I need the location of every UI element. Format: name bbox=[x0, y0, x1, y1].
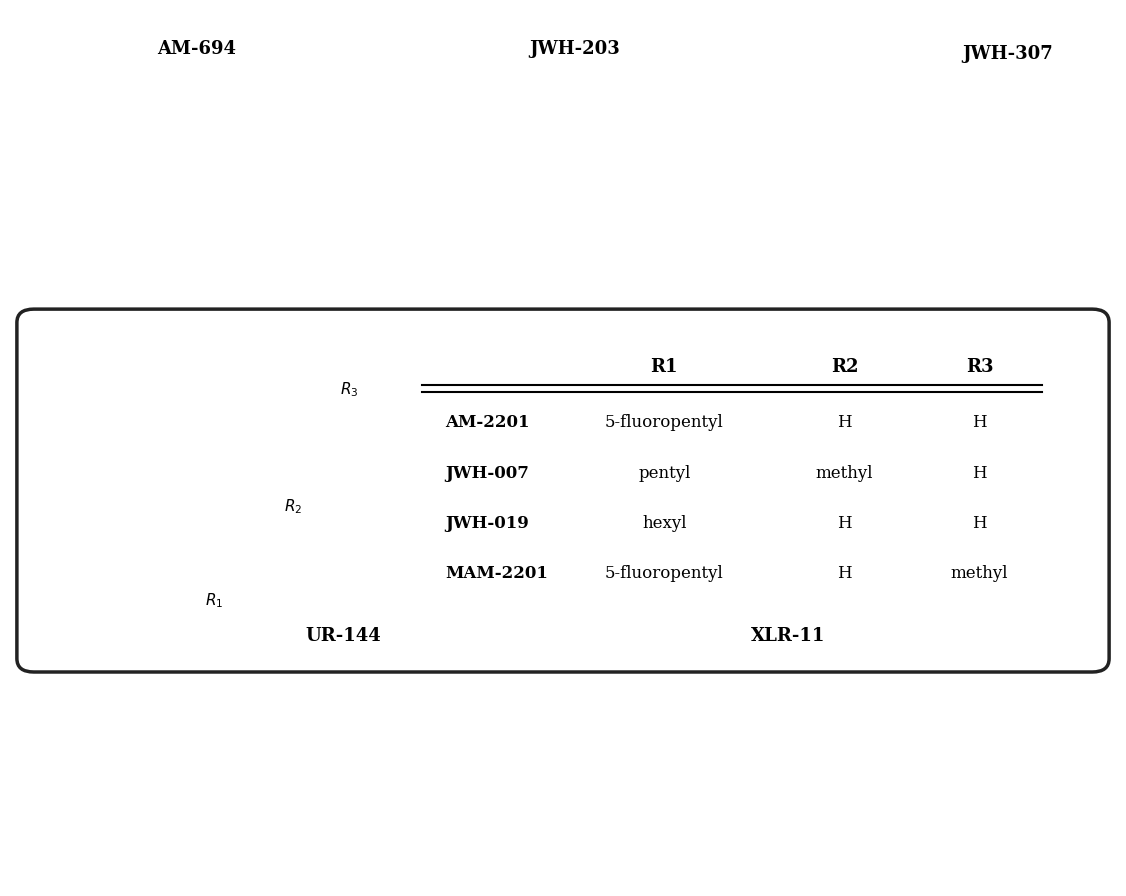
Text: pentyl: pentyl bbox=[638, 465, 690, 481]
Text: H: H bbox=[838, 415, 851, 431]
Text: H: H bbox=[973, 515, 986, 531]
Text: R3: R3 bbox=[966, 358, 993, 376]
Text: $R_2$: $R_2$ bbox=[284, 497, 302, 515]
Text: MAM-2201: MAM-2201 bbox=[445, 565, 547, 582]
Text: $R_1$: $R_1$ bbox=[205, 591, 223, 609]
Text: XLR-11: XLR-11 bbox=[751, 627, 825, 645]
Text: H: H bbox=[838, 515, 851, 531]
Text: R2: R2 bbox=[831, 358, 858, 376]
Text: AM-2201: AM-2201 bbox=[445, 415, 529, 431]
Text: R1: R1 bbox=[651, 358, 678, 376]
Text: methyl: methyl bbox=[815, 465, 874, 481]
Text: JWH-019: JWH-019 bbox=[445, 515, 528, 531]
Text: $R_3$: $R_3$ bbox=[340, 381, 358, 399]
Text: JWH-203: JWH-203 bbox=[529, 40, 619, 58]
Text: methyl: methyl bbox=[950, 565, 1009, 582]
Text: H: H bbox=[973, 415, 986, 431]
Text: 5-fluoropentyl: 5-fluoropentyl bbox=[605, 565, 724, 582]
Text: JWH-307: JWH-307 bbox=[963, 45, 1053, 63]
Text: H: H bbox=[973, 465, 986, 481]
Text: hexyl: hexyl bbox=[642, 515, 687, 531]
Text: AM-694: AM-694 bbox=[158, 40, 236, 58]
Text: UR-144: UR-144 bbox=[305, 627, 382, 645]
Text: JWH-007: JWH-007 bbox=[445, 465, 528, 481]
Text: 5-fluoropentyl: 5-fluoropentyl bbox=[605, 415, 724, 431]
Text: H: H bbox=[838, 565, 851, 582]
